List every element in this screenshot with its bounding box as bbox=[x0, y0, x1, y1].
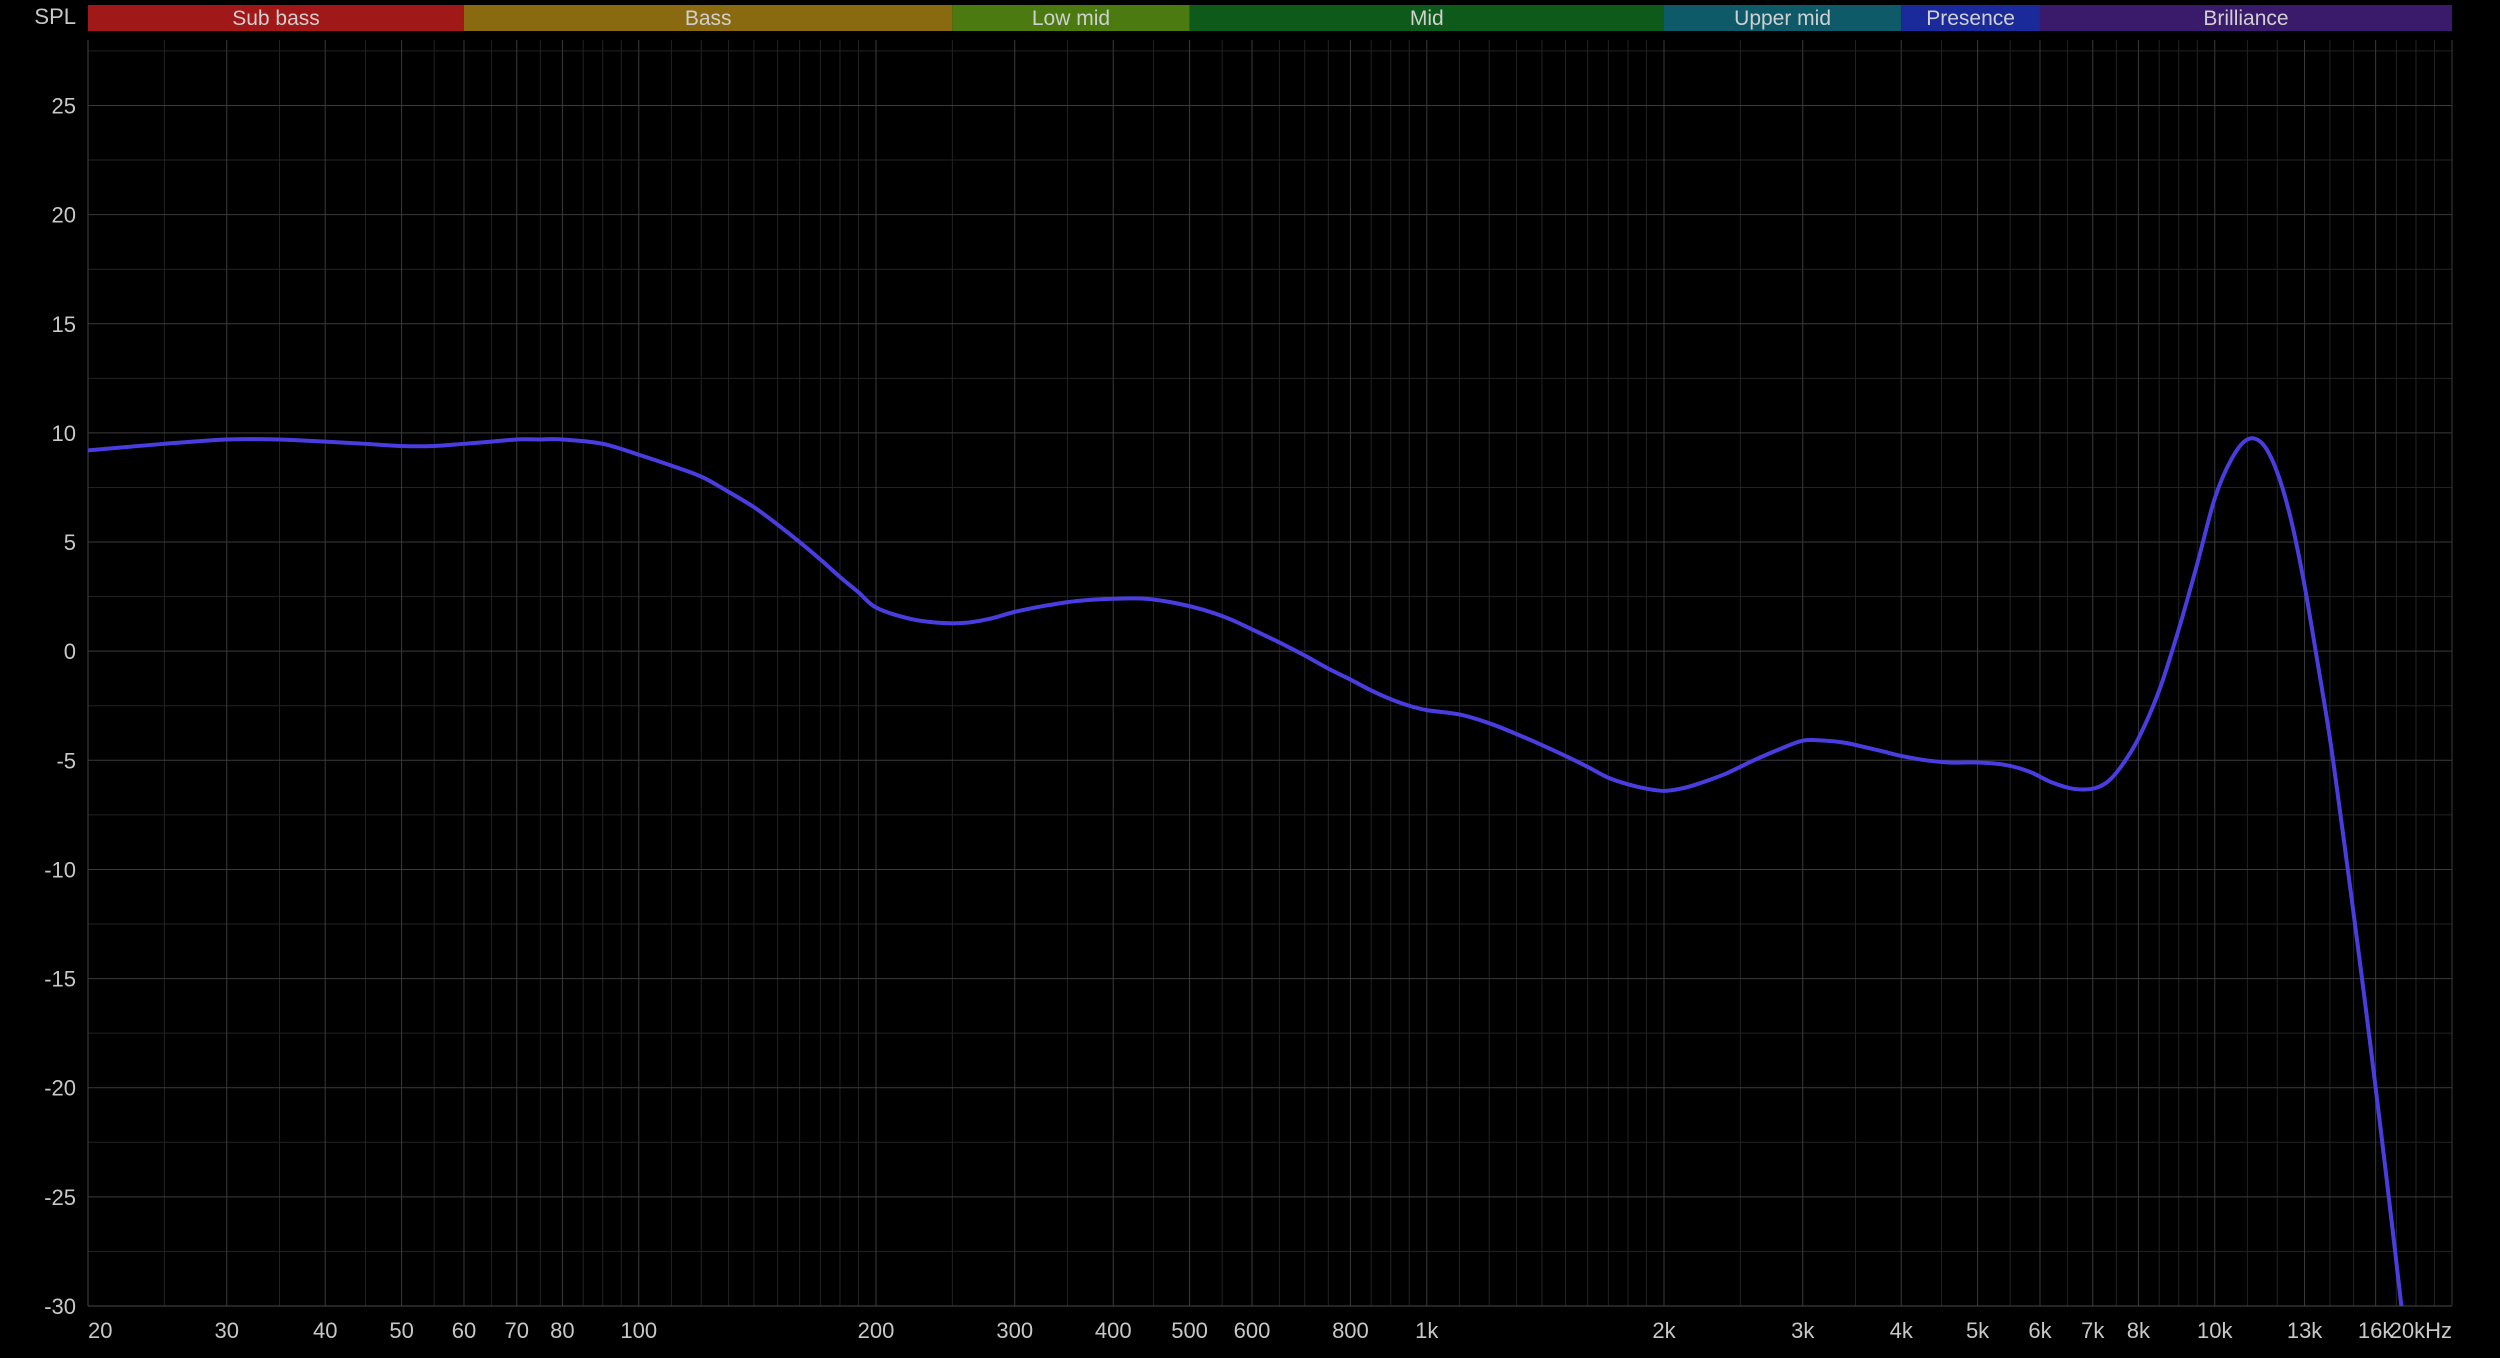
band-label: Low mid bbox=[1032, 7, 1110, 30]
y-tick-label: 0 bbox=[64, 639, 76, 664]
y-tick-label: -5 bbox=[56, 748, 76, 773]
band-label: Sub bass bbox=[232, 7, 320, 30]
y-axis-title: SPL bbox=[34, 4, 76, 29]
x-tick-label: 500 bbox=[1171, 1318, 1208, 1343]
x-tick-label: 8k bbox=[2127, 1318, 2151, 1343]
x-tick-label: 200 bbox=[858, 1318, 895, 1343]
x-tick-label: 3k bbox=[1791, 1318, 1815, 1343]
y-tick-label: -20 bbox=[44, 1076, 76, 1101]
y-tick-label: 20 bbox=[52, 203, 76, 228]
x-tick-label: 20 bbox=[88, 1318, 112, 1343]
x-tick-label: 600 bbox=[1234, 1318, 1271, 1343]
x-tick-label: 30 bbox=[215, 1318, 239, 1343]
x-tick-label: 2k bbox=[1652, 1318, 1676, 1343]
x-tick-label: 5k bbox=[1966, 1318, 1990, 1343]
x-tick-label: 60 bbox=[452, 1318, 476, 1343]
x-tick-label: 400 bbox=[1095, 1318, 1132, 1343]
band-label: Mid bbox=[1410, 7, 1444, 30]
x-tick-label: 13k bbox=[2287, 1318, 2323, 1343]
band-label: Bass bbox=[685, 7, 732, 30]
band-label: Upper mid bbox=[1734, 7, 1831, 30]
x-tick-label: 80 bbox=[550, 1318, 574, 1343]
y-tick-label: 5 bbox=[64, 530, 76, 555]
frequency-response-chart: Sub bass Bass Low mid Mid Upper mid Presence B… bbox=[0, 0, 2500, 1358]
y-tick-label: 10 bbox=[52, 421, 76, 446]
chart-svg: Sub bass Bass Low mid Mid Upper mid Presence B… bbox=[0, 0, 2500, 1358]
frequency-bands: Sub bass Bass Low mid Mid Upper mid Presence B… bbox=[88, 5, 2452, 31]
x-tick-label: 7k bbox=[2081, 1318, 2105, 1343]
y-tick-label: 15 bbox=[52, 312, 76, 337]
y-tick-label: -10 bbox=[44, 857, 76, 882]
x-tick-label: 300 bbox=[996, 1318, 1033, 1343]
y-tick-label: 25 bbox=[52, 93, 76, 118]
band-label: Brilliance bbox=[2203, 7, 2288, 30]
x-tick-label: 10k bbox=[2197, 1318, 2233, 1343]
x-tick-label: 1k bbox=[1415, 1318, 1439, 1343]
x-tick-label: 50 bbox=[389, 1318, 413, 1343]
x-tick-label: 70 bbox=[504, 1318, 528, 1343]
band-label: Presence bbox=[1926, 7, 2015, 30]
x-tick-label: 4k bbox=[1890, 1318, 1914, 1343]
x-tick-label: 20kHz bbox=[2390, 1318, 2452, 1343]
y-tick-label: -25 bbox=[44, 1185, 76, 1210]
x-tick-label: 800 bbox=[1332, 1318, 1369, 1343]
x-tick-label: 100 bbox=[620, 1318, 657, 1343]
x-tick-label: 6k bbox=[2028, 1318, 2052, 1343]
x-tick-label: 40 bbox=[313, 1318, 337, 1343]
y-tick-label: -15 bbox=[44, 967, 76, 992]
y-tick-label: -30 bbox=[44, 1294, 76, 1319]
